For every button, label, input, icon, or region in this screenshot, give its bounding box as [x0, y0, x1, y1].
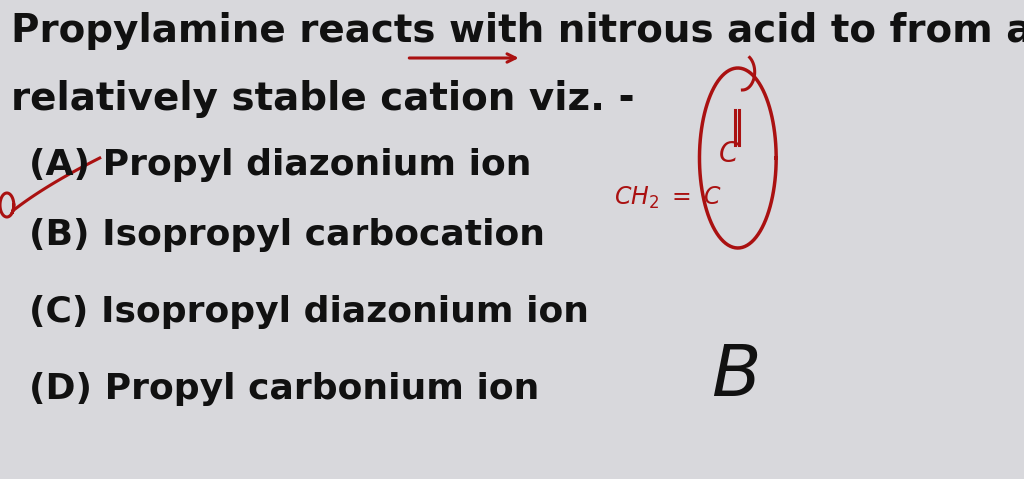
Text: Propylamine reacts with nitrous acid to from a: Propylamine reacts with nitrous acid to …: [10, 12, 1024, 50]
Text: (D) Propyl carbonium ion: (D) Propyl carbonium ion: [29, 372, 540, 406]
Text: (A) Propyl diazonium ion: (A) Propyl diazonium ion: [29, 148, 531, 182]
Text: (B) Isopropyl carbocation: (B) Isopropyl carbocation: [29, 218, 545, 252]
Text: $\mathit{CH_2}$ $\mathit{=}$ $\mathit{C}$: $\mathit{CH_2}$ $\mathit{=}$ $\mathit{C}…: [613, 185, 722, 211]
Text: $\mathit{C}$: $\mathit{C}$: [718, 141, 739, 169]
Text: $\mathit{B}$: $\mathit{B}$: [712, 340, 759, 411]
Text: relatively stable cation viz. -: relatively stable cation viz. -: [10, 80, 634, 118]
Text: (C) Isopropyl diazonium ion: (C) Isopropyl diazonium ion: [29, 295, 589, 329]
